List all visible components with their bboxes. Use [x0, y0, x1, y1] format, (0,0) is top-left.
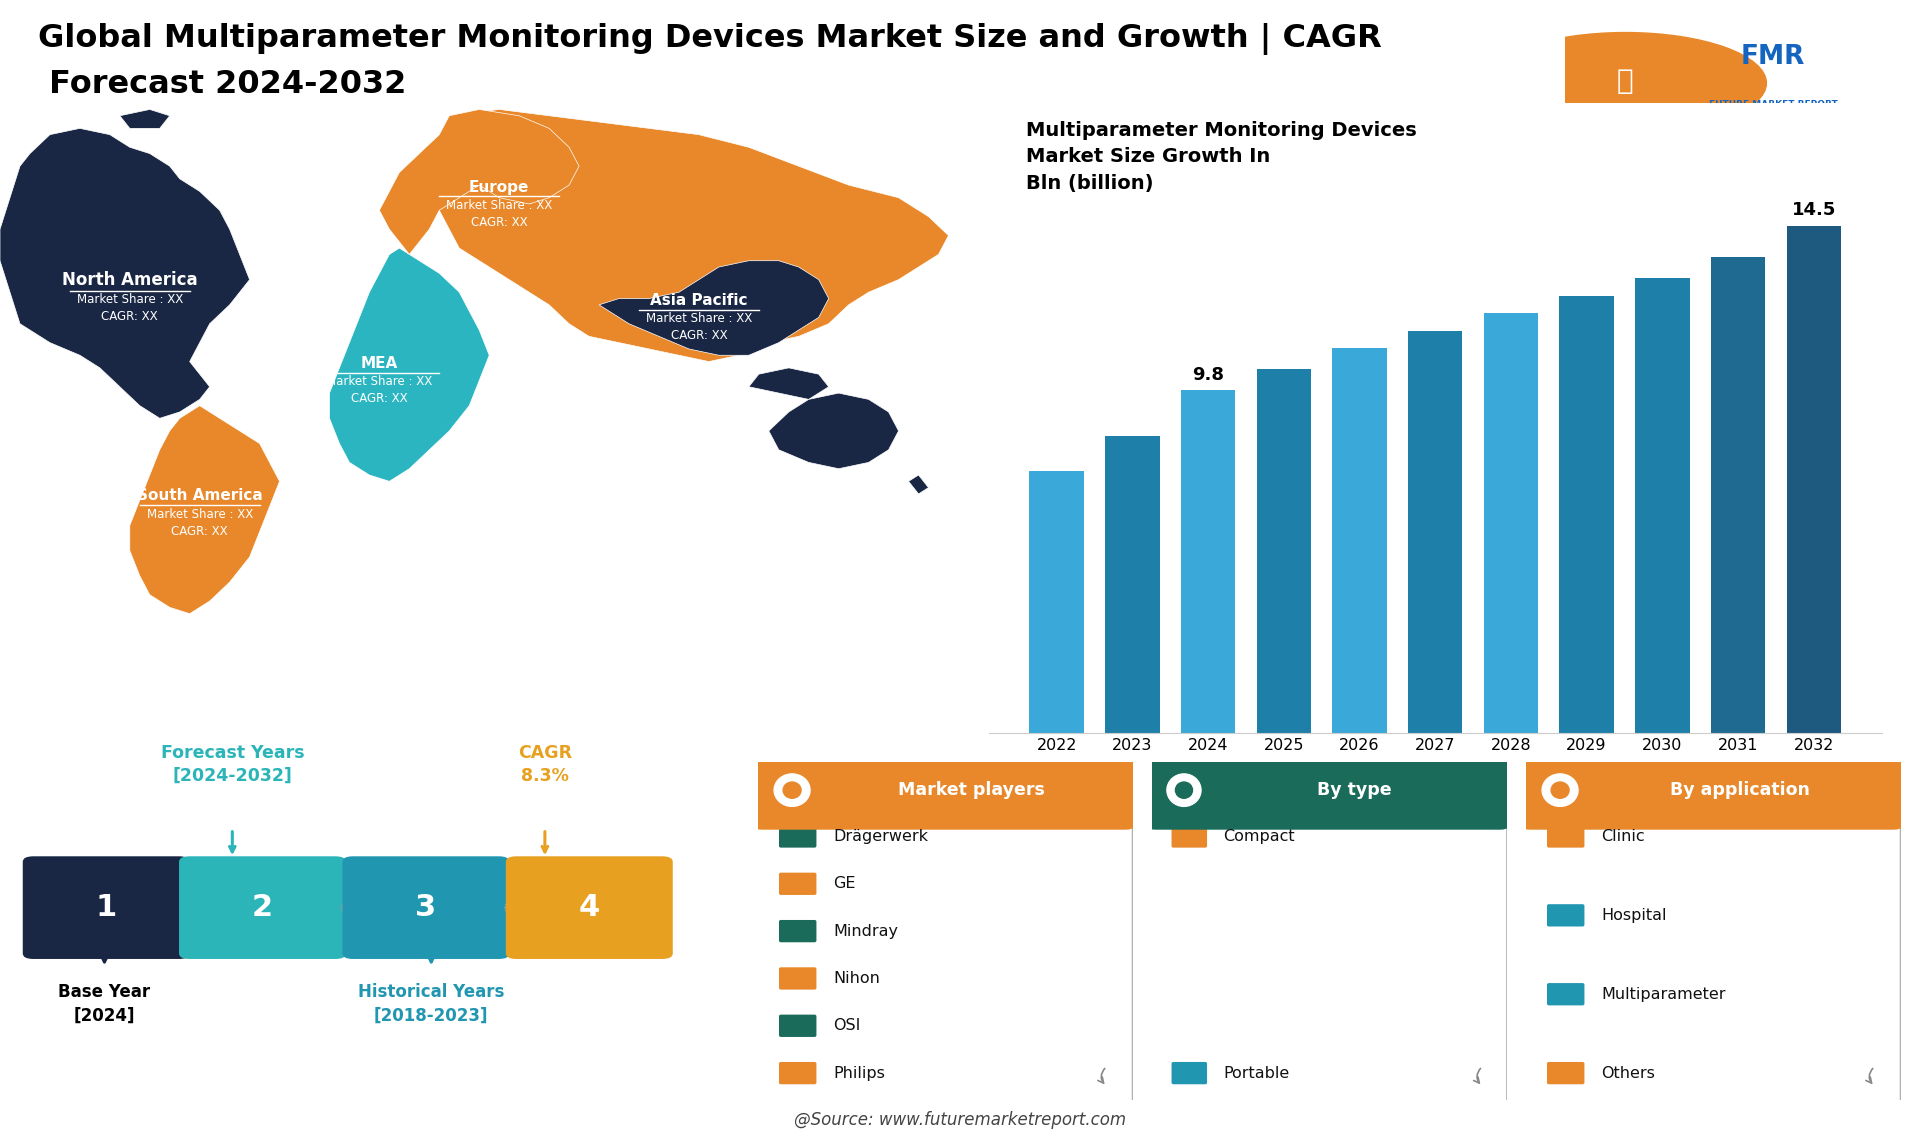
- FancyBboxPatch shape: [1548, 1062, 1584, 1084]
- Text: Portable: Portable: [1223, 1066, 1290, 1081]
- Text: GE: GE: [833, 877, 856, 892]
- Circle shape: [1167, 774, 1202, 807]
- Text: Forecast Years
[2024-2032]: Forecast Years [2024-2032]: [161, 745, 303, 785]
- Text: Mindray: Mindray: [833, 924, 899, 939]
- Text: Multiparameter Monitoring Devices
Market Size Growth In
Bln (billion): Multiparameter Monitoring Devices Market…: [1027, 120, 1417, 193]
- Text: Market Share : XX
CAGR: XX: Market Share : XX CAGR: XX: [77, 293, 182, 323]
- Text: CAGR
8.3%: CAGR 8.3%: [518, 745, 572, 785]
- Text: 2: 2: [252, 893, 273, 923]
- Text: Historical Years
[2018-2023]: Historical Years [2018-2023]: [357, 983, 505, 1025]
- Polygon shape: [380, 109, 580, 254]
- Text: North America: North America: [61, 272, 198, 289]
- Polygon shape: [599, 260, 829, 355]
- Text: Drägerwerk: Drägerwerk: [833, 829, 927, 843]
- FancyBboxPatch shape: [1515, 751, 1908, 830]
- Bar: [1711, 257, 1764, 733]
- FancyBboxPatch shape: [1548, 825, 1584, 848]
- Bar: [1106, 435, 1160, 733]
- Text: OSI: OSI: [833, 1019, 860, 1034]
- FancyBboxPatch shape: [755, 809, 1133, 1107]
- Text: Base Year
[2024]: Base Year [2024]: [58, 983, 150, 1025]
- Polygon shape: [908, 474, 929, 494]
- Text: Asia Pacific: Asia Pacific: [651, 293, 747, 308]
- Text: FMR: FMR: [1741, 44, 1805, 70]
- Text: 3: 3: [415, 893, 436, 923]
- Bar: [1407, 331, 1463, 733]
- Text: Multiparameter: Multiparameter: [1601, 987, 1726, 1002]
- Text: Market Share : XX
CAGR: XX: Market Share : XX CAGR: XX: [146, 508, 253, 537]
- Text: Market Share : XX
CAGR: XX: Market Share : XX CAGR: XX: [326, 376, 432, 406]
- Text: 9.8: 9.8: [1192, 366, 1225, 384]
- FancyBboxPatch shape: [780, 967, 816, 990]
- Polygon shape: [768, 393, 899, 469]
- FancyBboxPatch shape: [747, 751, 1140, 830]
- Bar: [1256, 369, 1311, 733]
- Polygon shape: [131, 406, 280, 614]
- Polygon shape: [330, 248, 490, 481]
- FancyBboxPatch shape: [1140, 751, 1515, 830]
- Text: By application: By application: [1670, 782, 1811, 799]
- Circle shape: [783, 782, 801, 799]
- Text: @Source: www.futuremarketreport.com: @Source: www.futuremarketreport.com: [795, 1110, 1125, 1129]
- Text: FUTURE MARKET REPORT: FUTURE MARKET REPORT: [1709, 100, 1837, 109]
- Text: Compact: Compact: [1223, 829, 1294, 843]
- FancyBboxPatch shape: [1171, 1062, 1208, 1084]
- FancyBboxPatch shape: [1523, 809, 1901, 1107]
- Polygon shape: [119, 109, 169, 128]
- Text: MEA: MEA: [361, 356, 397, 371]
- FancyBboxPatch shape: [1171, 825, 1208, 848]
- FancyBboxPatch shape: [780, 1062, 816, 1084]
- Text: 🏃: 🏃: [1617, 66, 1634, 95]
- Circle shape: [774, 774, 810, 807]
- Text: Global Multiparameter Monitoring Devices Market Size and Growth | CAGR: Global Multiparameter Monitoring Devices…: [38, 23, 1382, 55]
- Bar: [1786, 226, 1841, 733]
- Bar: [1559, 296, 1615, 733]
- Text: Hospital: Hospital: [1601, 908, 1667, 923]
- Text: Market players: Market players: [899, 782, 1044, 799]
- Text: Others: Others: [1601, 1066, 1655, 1081]
- Text: Europe: Europe: [468, 180, 530, 195]
- Polygon shape: [0, 128, 250, 418]
- FancyBboxPatch shape: [1148, 809, 1507, 1107]
- FancyBboxPatch shape: [780, 825, 816, 848]
- Bar: [1484, 313, 1538, 733]
- Text: 4: 4: [578, 893, 599, 923]
- FancyBboxPatch shape: [1548, 904, 1584, 926]
- Bar: [1636, 278, 1690, 733]
- Text: Market Share : XX
CAGR: XX: Market Share : XX CAGR: XX: [645, 313, 753, 343]
- Bar: [1181, 391, 1235, 733]
- Bar: [1029, 471, 1085, 733]
- Text: Forecast 2024-2032: Forecast 2024-2032: [38, 69, 407, 100]
- Circle shape: [1175, 782, 1192, 799]
- Bar: [1332, 348, 1386, 733]
- FancyBboxPatch shape: [780, 872, 816, 895]
- Text: Market Share : XX
CAGR: XX: Market Share : XX CAGR: XX: [445, 199, 553, 229]
- Circle shape: [1542, 774, 1578, 807]
- Text: 14.5: 14.5: [1791, 202, 1836, 219]
- Text: 1: 1: [96, 893, 117, 923]
- Circle shape: [1484, 32, 1766, 134]
- Polygon shape: [749, 368, 829, 399]
- Circle shape: [1551, 782, 1569, 799]
- FancyBboxPatch shape: [780, 1014, 816, 1037]
- Text: Philips: Philips: [833, 1066, 885, 1081]
- FancyBboxPatch shape: [780, 920, 816, 942]
- Polygon shape: [430, 109, 948, 361]
- FancyBboxPatch shape: [179, 856, 346, 959]
- Text: By type: By type: [1317, 782, 1392, 799]
- Text: Nihon: Nihon: [833, 971, 879, 986]
- FancyBboxPatch shape: [505, 856, 672, 959]
- FancyBboxPatch shape: [1548, 983, 1584, 1005]
- Text: South America: South America: [136, 488, 263, 503]
- FancyBboxPatch shape: [23, 856, 190, 959]
- Text: Clinic: Clinic: [1601, 829, 1645, 843]
- FancyBboxPatch shape: [342, 856, 509, 959]
